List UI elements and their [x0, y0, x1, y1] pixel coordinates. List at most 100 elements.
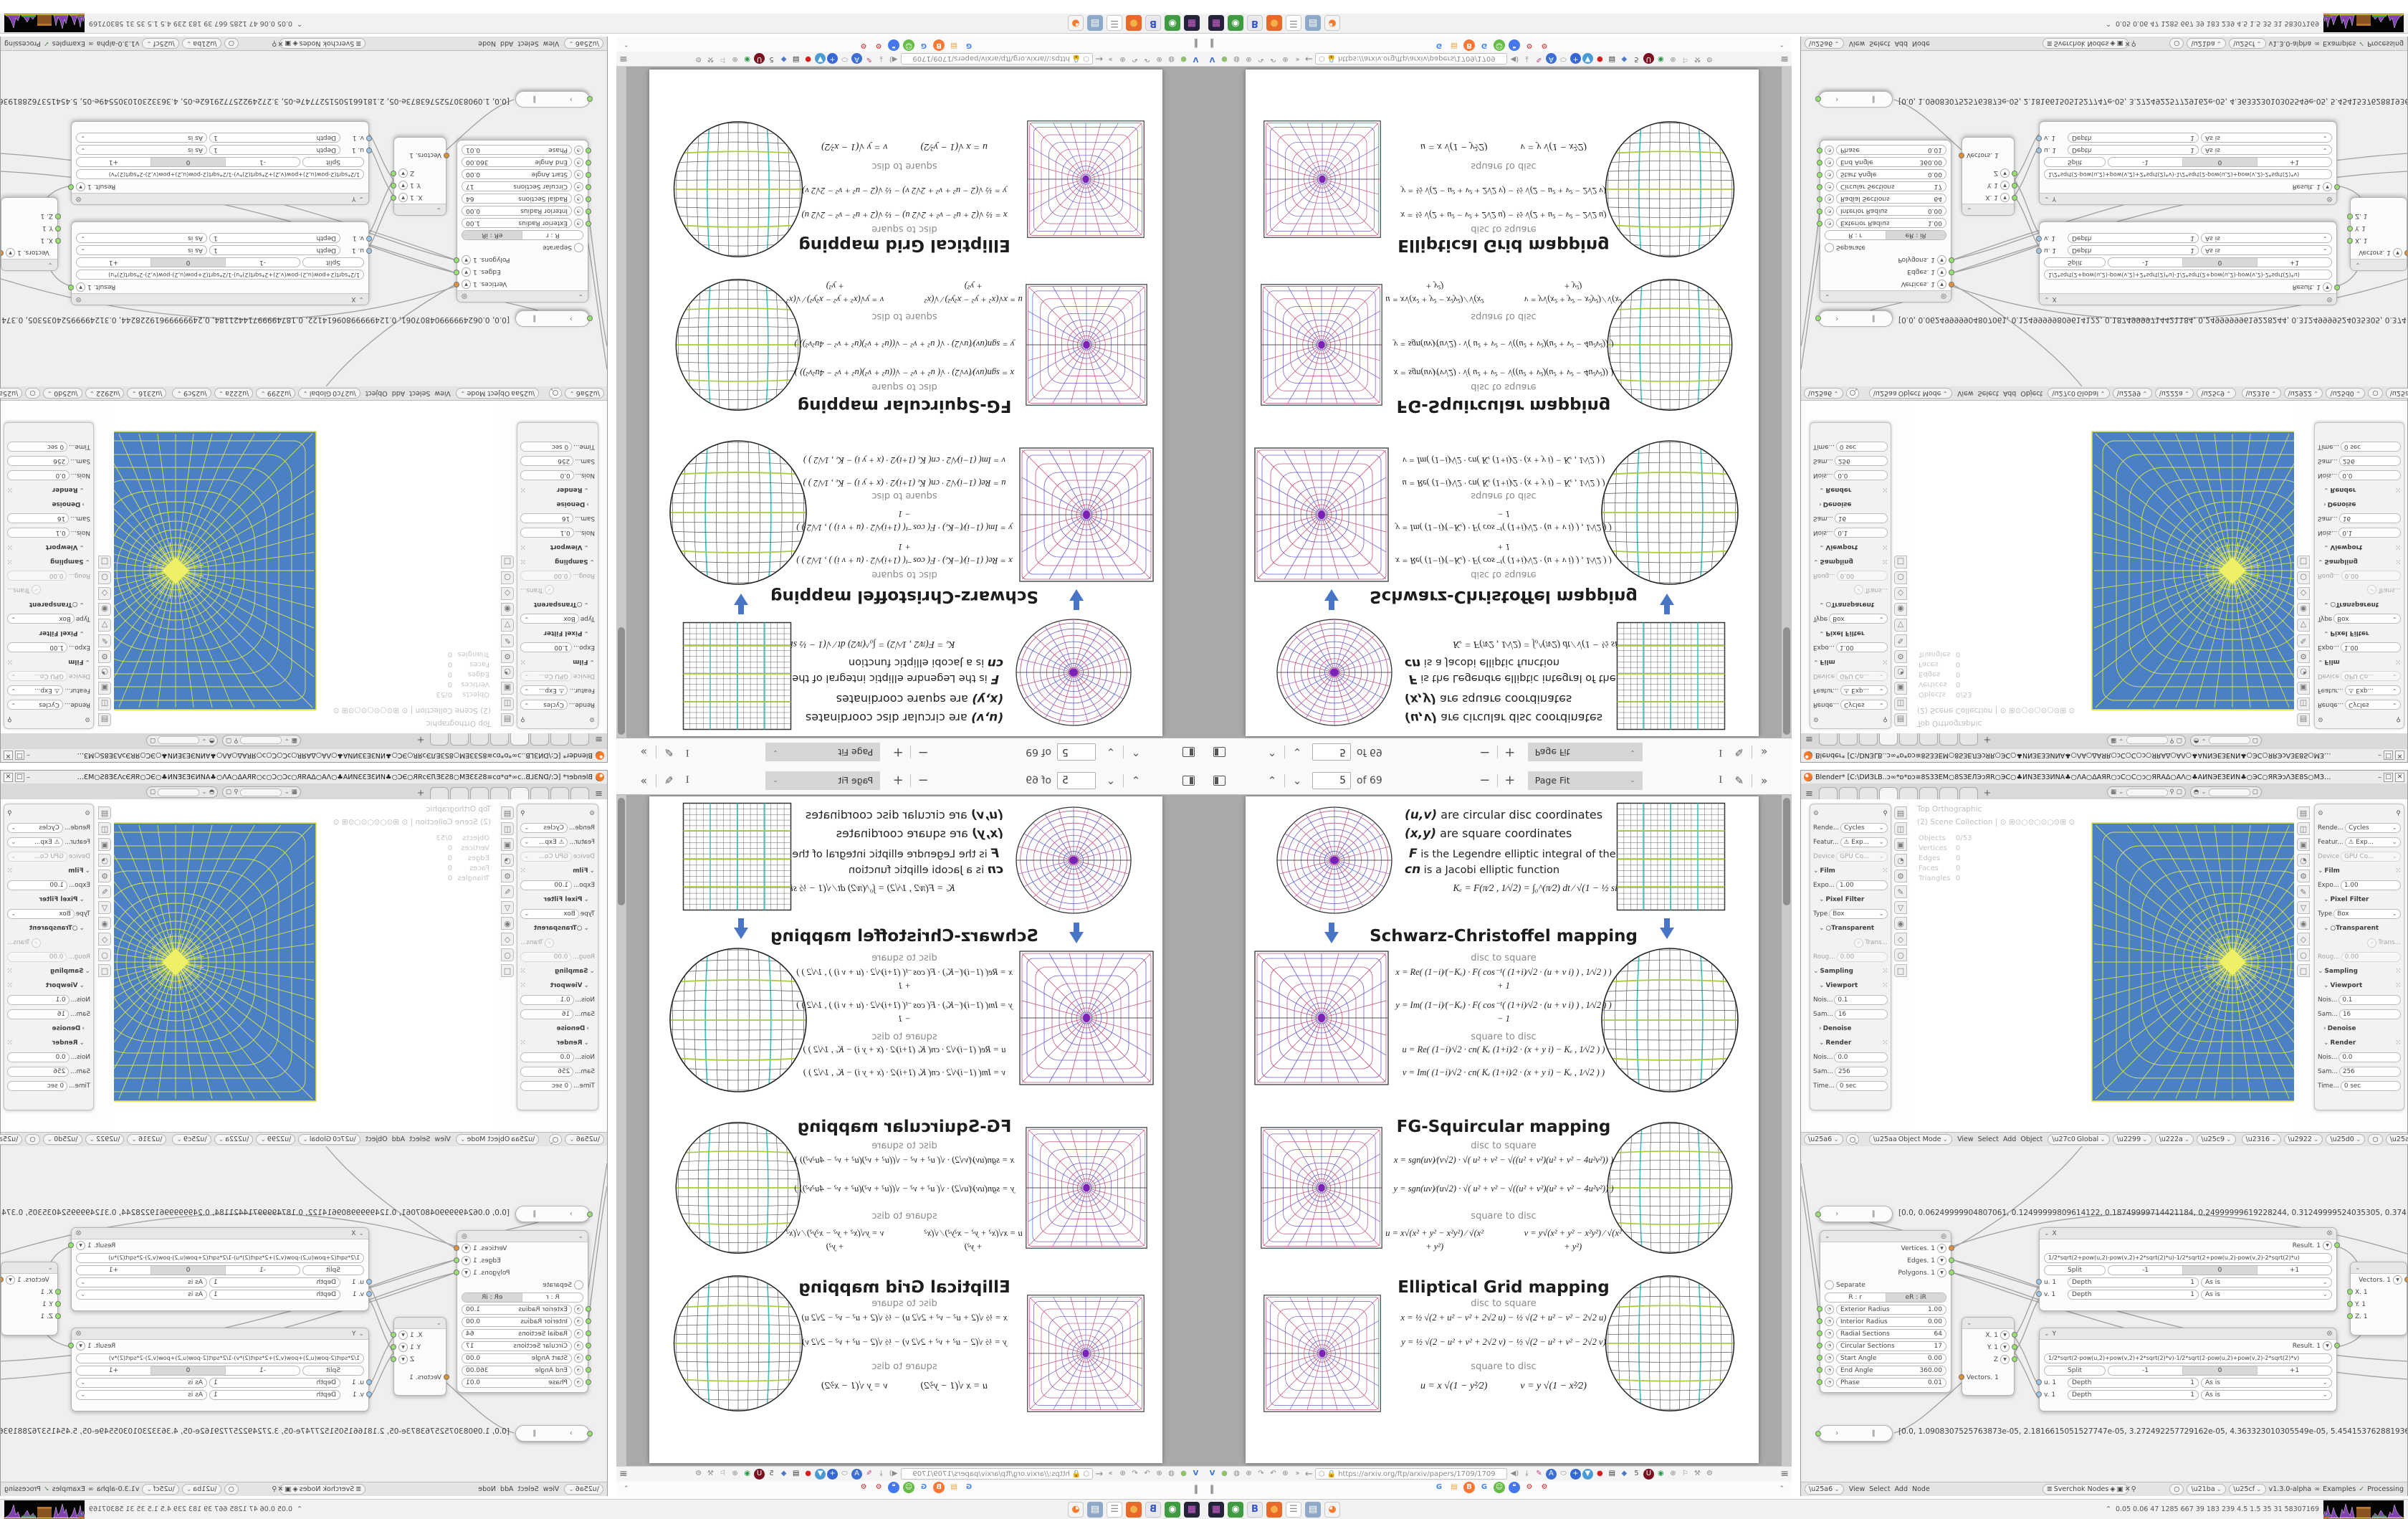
plus-badge-icon[interactable]: + — [1570, 1468, 1581, 1480]
properties-tab-icon[interactable]: ⚙ — [98, 650, 111, 663]
socket-green[interactable] — [586, 160, 591, 166]
socket-green[interactable] — [2012, 1332, 2017, 1338]
more-tools-icon[interactable]: » — [640, 773, 647, 787]
prop-row-featur[interactable]: Featur... ⚠ Exp... ⌄ — [7, 683, 90, 697]
viewer-node-collapsed-2[interactable]: › ‖ — [1815, 1425, 1893, 1442]
prop-row-nois[interactable]: Nois... 0.0 — [2318, 1050, 2401, 1065]
prop-row-nois[interactable]: Nois... 0.0 — [2318, 468, 2401, 482]
pin-icon[interactable]: ⚲ — [272, 1485, 277, 1493]
zoom-out-icon[interactable]: − — [917, 773, 929, 788]
editor-type-button-right[interactable]: \u25a6⌄ — [2385, 388, 2408, 399]
taskbar-app-terminal[interactable]: ▦ — [1208, 15, 1224, 32]
prop-row-sam[interactable]: Sam... 256 — [520, 1065, 595, 1079]
prop-row-denoise[interactable]: › Denoise — [556, 1025, 589, 1032]
socket-green[interactable] — [586, 1318, 591, 1324]
prop-row-expo[interactable]: Expo... 1.00 — [2318, 640, 2401, 654]
socket-blue[interactable] — [366, 148, 372, 153]
gizmo-icon[interactable]: \u2922 ⌄ — [2283, 1134, 2323, 1145]
prop-row-trans[interactable]: ✓ Trans... — [7, 935, 90, 950]
prop-row-sam[interactable]: Sam... 16 — [7, 511, 90, 525]
socket-green[interactable] — [55, 1313, 61, 1319]
properties-tab-icon[interactable]: ○ — [2297, 948, 2310, 961]
maximize-button[interactable]: □ — [15, 772, 24, 782]
torus-node[interactable]: ⌄ ◎ Vertices. 1 ▼ Edges. 1 ▼ Polygons. 1 ▼ Sepa… — [1817, 140, 1954, 303]
undo-icon[interactable]: ↶ — [1132, 1470, 1138, 1477]
snap-toggle[interactable]: \u2299 ⌄ — [2112, 1134, 2152, 1145]
editor-type-button[interactable]: \u25a6 ⌄ — [564, 1484, 603, 1495]
prop-row-sampling[interactable]: ⌄ Sampling ⁙ — [2318, 558, 2401, 565]
properties-tab-icon[interactable]: ▤ — [2297, 806, 2310, 819]
prop-row-sam[interactable]: Sam... 16 — [1813, 1007, 1888, 1022]
input-u[interactable]: u. 1 Depth 1 As is ⌄ — [72, 1376, 372, 1389]
properties-tab-icon[interactable]: ▤ — [2297, 713, 2310, 726]
taskbar-app-notepad[interactable]: ☰ — [1286, 1501, 1301, 1518]
share-icon[interactable]: ⚐ — [1681, 1470, 1688, 1477]
globe-arrows-icon[interactable]: ◆ — [1621, 55, 1628, 63]
properties-tab-icon[interactable]: ◫ — [2297, 822, 2310, 835]
editor-type-button-right[interactable]: \u25a6⌄ — [0, 388, 23, 399]
socket-blue[interactable] — [2036, 135, 2042, 141]
red-dot-icon[interactable]: ● — [1597, 1470, 1603, 1477]
checkbox[interactable]: ✓ — [2367, 585, 2377, 595]
add-workspace-icon[interactable]: + — [1983, 788, 1991, 798]
torus-field-radial-sections[interactable]: ◔ Radial Sections 64 — [457, 1328, 591, 1340]
prop-row-sampling[interactable]: ⌄ Sampling ⁙ — [7, 558, 90, 565]
green-extension-icon[interactable]: ● — [1180, 55, 1187, 63]
prop-row-sam[interactable]: Sam... 256 — [520, 454, 595, 468]
oval-icon[interactable]: ⬭ — [841, 55, 848, 63]
socket-green[interactable] — [1949, 257, 1954, 263]
formula-node-x[interactable]: ⌄ X ⮾ Result. 1 ▼ 1/2*sqrt(2+pow(u,2)-pow(v,2… — [68, 1227, 372, 1311]
highlighter-icon[interactable]: ✎ — [1536, 55, 1542, 63]
trash-icon[interactable]: ▤ — [792, 1470, 800, 1477]
menu-view[interactable]: View — [1848, 39, 1865, 47]
socket-green[interactable] — [68, 184, 74, 190]
prop-row-device[interactable]: Device GPU Co... ⌄ — [1813, 849, 1888, 864]
overlay-node-icon[interactable]: \u25cf ⌄ — [2229, 38, 2266, 49]
properties-tab-icon[interactable]: ◔ — [501, 854, 514, 867]
properties-tab-icon[interactable]: ▽ — [2297, 901, 2310, 914]
prop-row-viewport[interactable]: ⌄ Viewport ⁙ — [520, 543, 589, 551]
radius-mode-toggle[interactable]: R : r eR : iR — [1820, 1291, 1951, 1303]
undo-icon[interactable]: ↶ — [1270, 1470, 1276, 1477]
prop-row-denoise[interactable]: › Denoise — [52, 1025, 85, 1032]
red-gear-bookmark-icon[interactable]: ⚙ — [875, 1483, 882, 1491]
properties-tab-icon[interactable]: ◫ — [98, 822, 111, 835]
torus-field-radial-sections[interactable]: ◔ Radial Sections 64 — [457, 193, 591, 205]
vector-out-node[interactable]: ⌄ Vectors. 1 ▼ X. 1 Y. 1 Z. 1 — [2347, 1262, 2407, 1335]
prop-row-sam[interactable]: Sam... 16 — [2318, 511, 2401, 525]
properties-tab-icon[interactable]: ▽ — [98, 619, 111, 632]
blender-title-bar[interactable]: Blender* [C:\DИЗLB..ɔ∞*ɒ*ɒɔ≅8S3ЗЕМ○8SЗЕЛ… — [1801, 749, 2407, 762]
properties-tab-icon[interactable]: ▤ — [98, 713, 111, 726]
properties-tab-icon[interactable]: ▣ — [501, 838, 514, 851]
torus-node[interactable]: ⌄ ◎ Vertices. 1 ▼ Edges. 1 ▼ Polygons. 1 ▼ Sepa… — [1817, 1230, 1954, 1393]
properties-tab-icon[interactable]: ▤ — [98, 806, 111, 819]
globe-icon[interactable]: ◍ — [1168, 1470, 1175, 1477]
proportional-edit-icon[interactable]: \u25c9 ⌄ — [2197, 388, 2236, 399]
download-icon[interactable]: ⤓ — [879, 1470, 883, 1477]
socket-green[interactable] — [586, 172, 591, 178]
pin-icon[interactable]: ⚲ — [1883, 810, 1888, 817]
socket-green[interactable] — [2347, 1301, 2353, 1307]
prop-row-expo[interactable]: Expo... 1.00 — [2318, 878, 2401, 892]
viewer-node-collapsed[interactable]: › ‖ — [1815, 310, 1893, 327]
properties-tab-icon[interactable]: □ — [98, 556, 111, 568]
taskbar-app-window[interactable]: ▤ — [1305, 1501, 1321, 1518]
url-bar[interactable]: ⬡ 🔒 https://arxiv.org/ftp/arxiv/papers/1… — [1314, 53, 1507, 65]
pivot-icon[interactable]: \u2316 ⌄ — [2241, 388, 2281, 399]
vivaldi-icon[interactable]: V — [1209, 1470, 1215, 1477]
prop-row-denoise[interactable]: › Denoise — [52, 500, 85, 508]
text-select-tool-icon[interactable]: I — [685, 747, 689, 758]
prop-row-sam[interactable]: Sam... 256 — [1813, 1065, 1888, 1079]
back-icon[interactable]: ← — [1305, 1468, 1313, 1480]
torus-field-phase[interactable]: ◔ Phase 0.01 — [457, 1376, 591, 1389]
formula-node-x[interactable]: ⌄ X ⮾ Result. 1 ▼ 1/2*sqrt(2+pow(u,2)-pow(v,2… — [2036, 222, 2340, 305]
workspace-tab[interactable] — [1818, 787, 1838, 799]
split-row[interactable]: Split -1 0 +1 — [2040, 257, 2336, 269]
input-u[interactable]: u. 1 Depth 1 As is ⌄ — [72, 244, 372, 257]
prop-row-transparent[interactable]: ⌄ ○Transparent — [29, 601, 85, 608]
ud-shield-icon[interactable]: U — [1643, 53, 1654, 65]
torus-field-exterior-radius[interactable]: ◔ Exterior Radius 1.00 — [1817, 1303, 1951, 1315]
prop-row-rende[interactable]: Rende... Cycles ⌄ — [1813, 697, 1888, 712]
green-globe-icon[interactable]: ◉ — [744, 55, 750, 63]
pause-icon[interactable]: ‖ — [1210, 1483, 1214, 1494]
